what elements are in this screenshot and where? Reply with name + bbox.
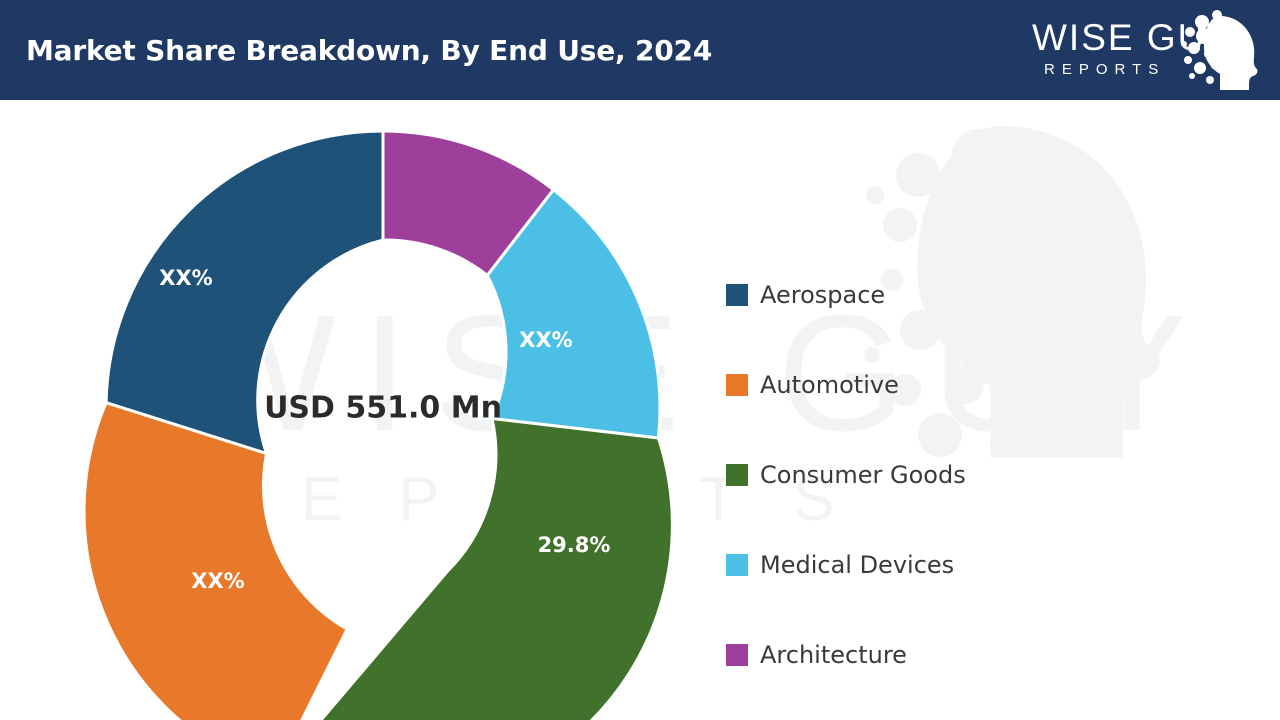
legend-swatch-icon xyxy=(726,284,748,306)
legend-label: Medical Devices xyxy=(760,551,955,579)
wise-guy-reports-logo: WISE GUY REPORTS xyxy=(1032,10,1258,90)
logo-head-icon xyxy=(1181,10,1258,90)
legend-swatch-icon xyxy=(726,374,748,396)
slice-label-aerospace: XX% xyxy=(159,266,212,290)
legend-swatch-icon xyxy=(726,644,748,666)
header-bar: Market Share Breakdown, By End Use, 2024… xyxy=(0,0,1280,100)
logo-wordmark-secondary: REPORTS xyxy=(1044,61,1165,78)
donut-chart: XX% XX% 29.8% XX% XX% USD 551.0 Mn xyxy=(82,129,674,720)
legend-swatch-icon xyxy=(726,554,748,576)
chart-area: WISE GUY REPORTS XX% XX% 2 xyxy=(0,100,1280,720)
legend-label: Consumer Goods xyxy=(760,461,966,489)
slice-label-consumer-goods: 29.8% xyxy=(538,533,611,557)
legend-item-medical-devices[interactable]: Medical Devices xyxy=(726,520,1146,610)
slice-label-architecture: XX% xyxy=(350,259,403,283)
legend-label: Automotive xyxy=(760,371,899,399)
slice-label-automotive: XX% xyxy=(191,569,244,593)
legend-item-consumer-goods[interactable]: Consumer Goods xyxy=(726,430,1146,520)
slice-label-medical-devices: XX% xyxy=(519,328,572,352)
legend-item-architecture[interactable]: Architecture xyxy=(726,610,1146,700)
page-title: Market Share Breakdown, By End Use, 2024 xyxy=(26,34,713,67)
legend-item-aerospace[interactable]: Aerospace xyxy=(726,250,1146,340)
chart-legend: Aerospace Automotive Consumer Goods Medi… xyxy=(726,250,1146,700)
legend-item-automotive[interactable]: Automotive xyxy=(726,340,1146,430)
pie-slice-automotive[interactable] xyxy=(82,400,350,720)
donut-center-total: USD 551.0 Mn xyxy=(264,391,502,426)
legend-swatch-icon xyxy=(726,464,748,486)
pie-slice-consumer-goods[interactable] xyxy=(275,416,674,720)
pie-slice-medical-devices[interactable] xyxy=(485,187,662,440)
legend-label: Aerospace xyxy=(760,281,886,309)
pie-slice-aerospace[interactable] xyxy=(104,129,385,456)
legend-label: Architecture xyxy=(760,641,907,669)
